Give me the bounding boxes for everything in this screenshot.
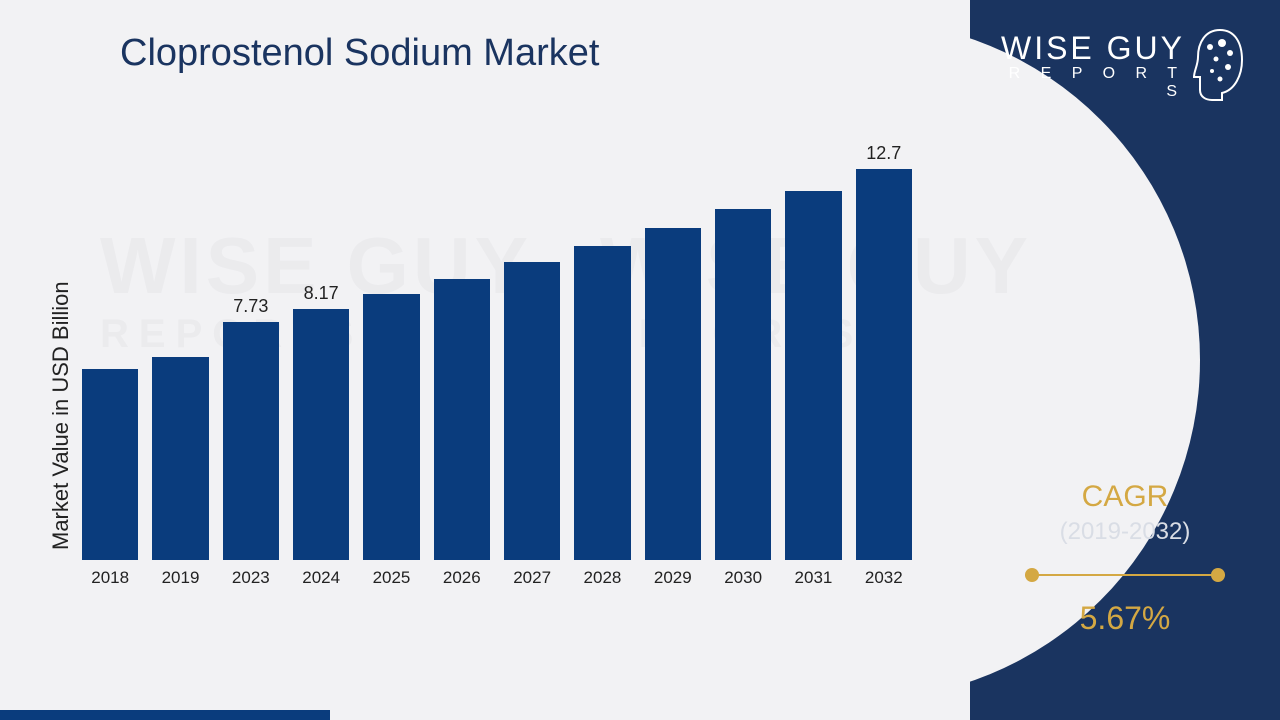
bar-rect [715, 209, 771, 560]
cagr-block: CAGR (2019-2032) 5.67% [1000, 480, 1250, 637]
x-tick-2031: 2031 [785, 562, 841, 588]
bar-2024: 8.17 [293, 283, 349, 560]
bar-2025 [363, 268, 419, 560]
cagr-period: (2019-2032) [1000, 518, 1250, 546]
bar-rect [434, 279, 490, 560]
cagr-label: CAGR [1000, 480, 1250, 514]
x-tick-2030: 2030 [715, 562, 771, 588]
x-tick-2026: 2026 [434, 562, 490, 588]
bar-2023: 7.73 [223, 296, 279, 560]
logo-text-main: WISE GUY [980, 30, 1185, 67]
bar-2027 [504, 236, 560, 560]
bar-2031 [785, 165, 841, 560]
bar-rect [152, 357, 208, 560]
x-tick-2032: 2032 [856, 562, 912, 588]
bar-value-label: 7.73 [233, 296, 268, 318]
bar-2029 [645, 202, 701, 560]
bar-2028 [574, 220, 630, 560]
bar-rect [223, 322, 279, 560]
cagr-divider [1025, 568, 1225, 582]
bar-rect [856, 169, 912, 560]
x-axis: 2018 2019 2023 2024 2025 2026 2027 2028 2029 2030… [82, 562, 912, 588]
x-tick-2024: 2024 [293, 562, 349, 588]
bar-rect [363, 294, 419, 560]
y-axis-label: Market Value in USD Billion [48, 281, 74, 550]
bottom-accent-bar [0, 710, 330, 720]
bar-rect [645, 228, 701, 560]
x-tick-2023: 2023 [223, 562, 279, 588]
bar-rect [574, 246, 630, 560]
bar-2026 [434, 253, 490, 560]
logo-text-sub: R E P O R T S [980, 65, 1185, 101]
bar-2019 [152, 331, 208, 560]
bar-2030 [715, 183, 771, 560]
x-tick-2018: 2018 [82, 562, 138, 588]
bar-2032: 12.7 [856, 143, 912, 560]
bar-value-label: 8.17 [304, 283, 339, 305]
bar-chart: 7.738.1712.7 [82, 160, 912, 560]
bar-rect [785, 191, 841, 560]
x-tick-2019: 2019 [152, 562, 208, 588]
logo: WISE GUY R E P O R T S [980, 30, 1250, 101]
head-icon [1190, 25, 1250, 105]
bar-rect [293, 309, 349, 560]
cagr-value: 5.67% [1000, 600, 1250, 637]
bar-rect [504, 262, 560, 560]
bar-rect [82, 369, 138, 560]
bar-2018 [82, 343, 138, 560]
x-tick-2027: 2027 [504, 562, 560, 588]
x-tick-2029: 2029 [645, 562, 701, 588]
chart-title: Cloprostenol Sodium Market [120, 32, 599, 75]
x-tick-2025: 2025 [363, 562, 419, 588]
bar-value-label: 12.7 [866, 143, 901, 165]
x-tick-2028: 2028 [574, 562, 630, 588]
